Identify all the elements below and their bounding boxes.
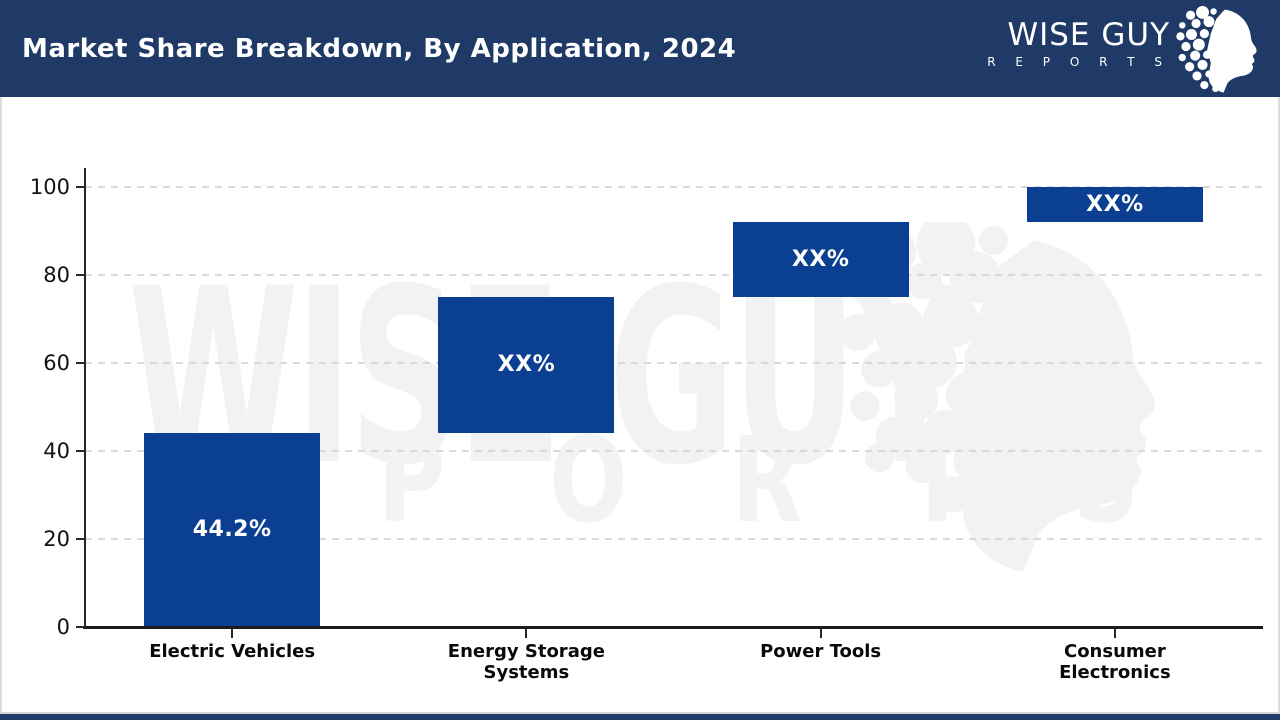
- logo-text: WISE GUY R E P O R T S: [987, 18, 1170, 70]
- bar-value-label: XX%: [497, 352, 556, 378]
- x-tick: [525, 629, 528, 638]
- bar: 44.2%: [144, 432, 321, 627]
- y-tick-label: 20: [43, 527, 70, 551]
- logo-wordmark: WISE GUY: [1007, 17, 1170, 53]
- x-axis-spine: [83, 626, 1263, 629]
- x-tick: [819, 629, 822, 638]
- watermark-face-icon: [839, 222, 1155, 572]
- y-tick: [76, 626, 85, 628]
- bar-value-label: XX%: [1086, 192, 1144, 218]
- footer-strip: [0, 714, 1280, 720]
- bar-value-label: 44.2%: [192, 517, 272, 543]
- x-tick: [1113, 629, 1116, 638]
- y-tick-label: 100: [29, 175, 70, 199]
- bar: XX%: [732, 222, 909, 297]
- header-bar: Market Share Breakdown, By Application, …: [0, 0, 1280, 97]
- y-tick: [76, 450, 85, 452]
- gridline: [85, 450, 1262, 452]
- y-tick: [76, 274, 85, 276]
- bar-value-label: XX%: [791, 247, 850, 273]
- logo-face-icon: [1176, 6, 1257, 93]
- category-label: Power Tools: [760, 641, 882, 662]
- content-border-bottom: [0, 712, 1280, 714]
- logo-reports-label: R E P O R T S: [987, 55, 1170, 69]
- y-tick-label: 80: [43, 263, 70, 287]
- y-tick: [76, 362, 85, 364]
- brand-logo: WISE GUY R E P O R T S: [987, 4, 1270, 94]
- y-tick: [76, 186, 85, 188]
- content-border-left: [0, 97, 2, 714]
- y-tick-label: 60: [43, 351, 70, 375]
- gridline: [85, 274, 1262, 276]
- bar: XX%: [1026, 187, 1203, 223]
- y-axis-spine: [84, 168, 86, 629]
- category-label: Energy Storage Systems: [447, 641, 605, 683]
- y-tick-label: 40: [43, 439, 70, 463]
- page-title: Market Share Breakdown, By Application, …: [22, 34, 737, 64]
- y-tick: [76, 538, 85, 540]
- category-label: Consumer Electronics: [1059, 641, 1171, 683]
- category-label: Electric Vehicles: [149, 641, 316, 662]
- content-border-right: [1278, 97, 1280, 714]
- gridline: [85, 538, 1262, 540]
- y-tick-label: 0: [56, 615, 70, 639]
- gridline: [85, 362, 1262, 364]
- x-tick: [231, 629, 234, 638]
- gridline: [85, 186, 1262, 188]
- bar: XX%: [438, 297, 615, 433]
